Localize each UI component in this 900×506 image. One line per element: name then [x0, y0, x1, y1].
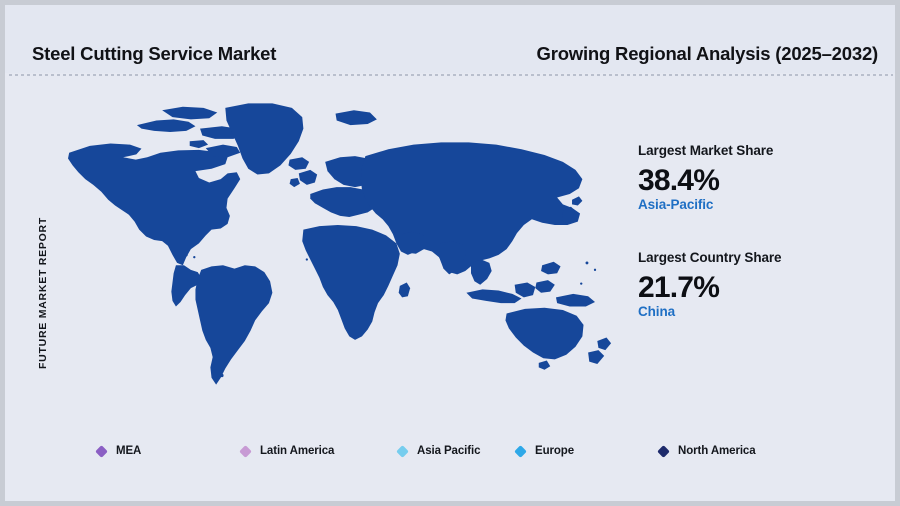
world-map — [55, 93, 635, 403]
new-zealand-south-path — [588, 350, 605, 364]
central-america-path — [171, 265, 202, 307]
arabia-path — [397, 231, 428, 254]
stat-region: Asia-Pacific — [638, 197, 714, 213]
stat-label: Largest Country Share — [638, 250, 782, 266]
stats-panel: Largest Market Share 38.4% Asia-Pacific … — [638, 143, 888, 319]
new-zealand-north-path — [597, 337, 612, 351]
baffin-island — [205, 144, 241, 158]
japan-path — [561, 206, 576, 224]
iceland-path — [288, 157, 310, 170]
south-america-path — [195, 265, 273, 385]
legend-item-latin-america[interactable]: Latin America — [239, 444, 335, 458]
legend-item-north-america[interactable]: North America — [657, 444, 756, 458]
legend-marker-icon — [514, 444, 527, 458]
indochina-path — [471, 259, 492, 285]
arctic-islands-2 — [162, 106, 218, 120]
caribbean-islet-3 — [193, 256, 196, 259]
legend-item-label: MEA — [116, 445, 142, 457]
world-map-svg — [68, 103, 612, 385]
legend-item-asia-pacific[interactable]: Asia Pacific — [396, 444, 481, 458]
atlantic-islet — [305, 258, 308, 261]
new-guinea-path — [555, 293, 596, 307]
legend-marker-icon — [657, 444, 670, 458]
svalbard-path — [335, 110, 377, 126]
caribbean-islet-1 — [176, 255, 180, 259]
europe-south-path — [310, 187, 377, 217]
caribbean-islet-2 — [184, 253, 188, 257]
pacific-islet-2 — [593, 268, 597, 271]
header-bar: Steel Cutting Service Market Growing Reg… — [5, 5, 895, 73]
tasmania-path — [538, 360, 551, 370]
india-path — [437, 241, 467, 275]
legend-marker-icon — [239, 444, 252, 458]
legend-item-label: Latin America — [260, 445, 335, 457]
stat-block-country-share: Largest Country Share 21.7% China — [638, 250, 888, 319]
sumatra-java-path — [466, 289, 522, 304]
stat-value: 38.4% — [638, 164, 720, 197]
legend-marker-icon — [396, 444, 409, 458]
pacific-islet-1 — [585, 261, 589, 265]
legend-item-label: North America — [678, 445, 756, 457]
stat-label: Largest Market Share — [638, 143, 774, 158]
falkland-islet — [220, 373, 224, 378]
africa-path — [302, 225, 400, 340]
greenland-path — [225, 103, 304, 175]
philippines-path — [541, 261, 561, 275]
map-legend: MEA Latin America Asia Pacific Europe No… — [5, 444, 895, 479]
legend-item-mea[interactable]: MEA — [95, 444, 142, 458]
legend-item-label: Europe — [535, 445, 575, 457]
ireland-path — [289, 177, 300, 188]
legend-marker-icon — [95, 444, 108, 458]
pacific-islet-3 — [580, 282, 583, 285]
poster-canvas: Steel Cutting Service Market Growing Reg… — [5, 5, 895, 501]
borneo-path — [514, 282, 536, 298]
arctic-islands-1 — [136, 119, 196, 133]
victoria-island — [189, 140, 209, 149]
north-america-path — [68, 143, 241, 266]
header-subtitle: Growing Regional Analysis (2025–2032) — [536, 43, 879, 64]
madagascar-path — [398, 282, 411, 298]
map-landmasses — [68, 103, 612, 385]
british-isles-path — [298, 169, 318, 185]
legend-item-europe[interactable]: Europe — [514, 444, 575, 458]
stat-block-market-share: Largest Market Share 38.4% Asia-Pacific — [638, 143, 888, 212]
hokkaido-path — [572, 196, 583, 206]
page-title: Steel Cutting Service Market — [32, 43, 277, 64]
australia-path — [505, 307, 584, 360]
brand-watermark: FUTURE MARKET REPORT — [37, 216, 49, 370]
header-divider — [9, 74, 893, 76]
stat-value: 21.7% — [638, 271, 720, 305]
stat-region: China — [638, 304, 676, 320]
legend-item-label: Asia Pacific — [417, 445, 481, 457]
sulawesi-path — [535, 280, 555, 293]
